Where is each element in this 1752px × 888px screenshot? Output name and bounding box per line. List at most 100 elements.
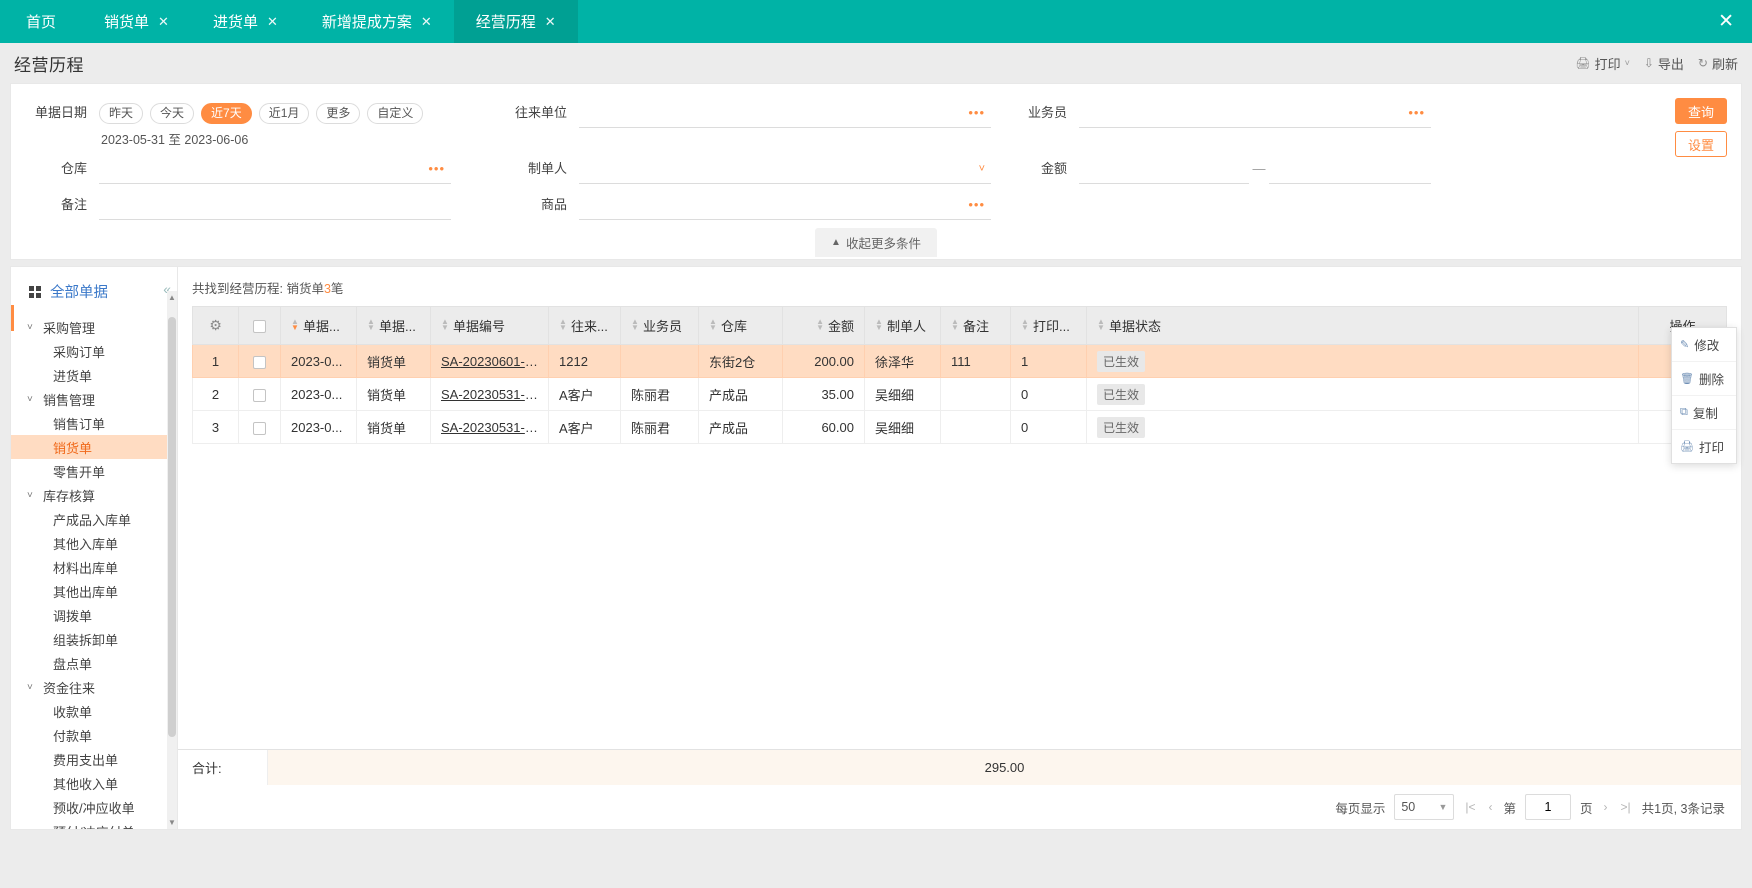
row-select-cell[interactable] (238, 377, 281, 411)
salesperson-input[interactable] (1079, 98, 1431, 127)
sidebar-item-other-income[interactable]: 其他收入单 (11, 771, 177, 795)
gear-icon[interactable]: ⚙ (209, 317, 222, 333)
scrollbar-thumb[interactable] (168, 317, 176, 737)
sidebar-item-stocktake[interactable]: 盘点单 (11, 651, 177, 675)
header-doc-date[interactable]: ▲ ▼ 单据... (280, 306, 357, 345)
sidebar-item-other-out[interactable]: 其他出库单 (11, 579, 177, 603)
cell-doc-number[interactable]: SA-20230531-011 (430, 410, 549, 444)
counterparty-more-icon[interactable]: ••• (968, 105, 985, 120)
table-row[interactable]: 3 2023-0... 销货单 SA-20230531-011 A客户 陈丽君 … (192, 410, 1727, 444)
sort-icon[interactable]: ▲ ▼ (441, 317, 449, 332)
select-all-checkbox[interactable] (253, 320, 266, 334)
chip-today[interactable]: 今天 (150, 102, 195, 124)
tab-close-icon[interactable]: ✕ (158, 14, 169, 29)
doc-number-link[interactable]: SA-20230601-001 (441, 353, 547, 369)
sidebar-node-inventory-accounting[interactable]: ˅ 库存核算 (11, 483, 177, 507)
export-button[interactable]: ⇩ 导出 (1644, 54, 1684, 73)
header-maker[interactable]: ▲ ▼ 制单人 (864, 306, 941, 345)
prev-page-icon[interactable]: ‹ (1488, 800, 1493, 814)
sort-icon[interactable]: ▲ ▼ (875, 317, 883, 332)
chip-last-7-days[interactable]: 近7天 (201, 102, 252, 124)
tab-business-history[interactable]: 经营历程 ✕ (453, 0, 578, 43)
maker-input[interactable] (579, 154, 991, 183)
per-page-select[interactable]: 50 ▼ (1394, 794, 1455, 820)
product-input[interactable] (579, 190, 991, 219)
refresh-button[interactable]: ↻ 刷新 (1698, 54, 1738, 73)
header-counterparty[interactable]: ▲ ▼ 往来... (548, 306, 621, 345)
sort-icon[interactable]: ▲ ▼ (559, 317, 567, 332)
sort-icon[interactable]: ▲ ▼ (951, 317, 959, 332)
amount-min-input[interactable] (1079, 154, 1249, 183)
print-button[interactable]: 🖨 打印 ˅ (1575, 54, 1630, 73)
row-checkbox[interactable] (253, 421, 266, 435)
query-button[interactable]: 查询 (1675, 98, 1727, 124)
context-menu-delete[interactable]: 🗑 删除 (1672, 361, 1736, 395)
sidebar-item-prepaid-payable[interactable]: 预付/冲应付单 (11, 819, 177, 830)
doc-number-link[interactable]: SA-20230531-012 (441, 386, 547, 402)
doc-number-link[interactable]: SA-20230531-011 (441, 419, 546, 435)
row-select-cell[interactable] (238, 410, 281, 444)
sort-icon[interactable]: ▲ ▼ (631, 317, 639, 332)
header-amount[interactable]: ▲ ▼ 金额 (782, 306, 865, 345)
tab-close-icon[interactable]: ✕ (420, 14, 432, 29)
sidebar-item-purchase-receipt[interactable]: 进货单 (11, 363, 177, 387)
context-menu-edit[interactable]: ✎ 修改 (1672, 328, 1736, 361)
context-menu-copy[interactable]: ⧉ 复制 (1672, 395, 1736, 429)
product-more-icon[interactable]: ••• (968, 197, 985, 212)
sidebar-item-sales-invoice[interactable]: 销货单 (11, 435, 177, 459)
chip-custom[interactable]: 自定义 (367, 102, 424, 124)
table-row[interactable]: 1 2023-0... 销货单 SA-20230601-001 1212 东街2… (192, 344, 1727, 378)
last-page-icon[interactable]: >| (1620, 800, 1631, 814)
row-checkbox[interactable] (253, 388, 266, 402)
row-checkbox[interactable] (253, 355, 266, 369)
remark-input[interactable] (99, 190, 451, 219)
sidebar-scrollbar[interactable]: ▲ ▼ (167, 291, 177, 829)
sidebar-node-sales-mgmt[interactable]: ˅ 销售管理 (11, 387, 177, 411)
context-menu-print[interactable]: 🖨 打印 (1672, 429, 1736, 463)
sort-icon[interactable]: ▲ ▼ (367, 317, 375, 332)
page-number-input[interactable] (1525, 794, 1571, 820)
close-all-tabs-icon[interactable]: ✕ (1718, 11, 1734, 32)
amount-max-input[interactable] (1269, 154, 1431, 183)
sidebar-item-expense[interactable]: 费用支出单 (11, 747, 177, 771)
warehouse-more-icon[interactable]: ••• (428, 161, 445, 176)
header-doc-status[interactable]: ▲ ▼ 单据状态 (1086, 306, 1639, 345)
sort-icon[interactable]: ▲ ▼ (1021, 317, 1029, 332)
sidebar-item-receipt[interactable]: 收款单 (11, 699, 177, 723)
cell-doc-number[interactable]: SA-20230531-012 (430, 377, 549, 411)
chip-last-month[interactable]: 近1月 (258, 102, 310, 124)
header-remark[interactable]: ▲ ▼ 备注 (940, 306, 1011, 345)
sidebar-item-transfer[interactable]: 调拨单 (11, 603, 177, 627)
header-salesperson[interactable]: ▲ ▼ 业务员 (620, 306, 699, 345)
header-warehouse[interactable]: ▲ ▼ 仓库 (698, 306, 783, 345)
next-page-icon[interactable]: › (1603, 800, 1608, 814)
sort-icon[interactable]: ▲ ▼ (709, 317, 717, 332)
row-select-cell[interactable] (238, 344, 281, 378)
sidebar-item-material-out[interactable]: 材料出库单 (11, 555, 177, 579)
table-row[interactable]: 2 2023-0... 销货单 SA-20230531-012 A客户 陈丽君 … (192, 377, 1727, 411)
sidebar-collapse-icon[interactable]: « (163, 281, 171, 297)
sort-icon[interactable]: ▲ ▼ (1097, 317, 1105, 332)
collapse-filters-button[interactable]: ▲ 收起更多条件 (815, 228, 937, 257)
tab-home[interactable]: 首页 (0, 0, 82, 43)
header-print-count[interactable]: ▲ ▼ 打印... (1010, 306, 1087, 345)
column-settings-header[interactable]: ⚙ (192, 306, 239, 345)
tab-purchase-order[interactable]: 进货单 ✕ (191, 0, 300, 43)
sidebar-item-purchase-order[interactable]: 采购订单 (11, 339, 177, 363)
sidebar-node-purchase-mgmt[interactable]: ˅ 采购管理 (11, 315, 177, 339)
scroll-down-icon[interactable]: ▼ (168, 818, 176, 827)
sidebar-item-payment[interactable]: 付款单 (11, 723, 177, 747)
sidebar-item-sales-order[interactable]: 销售订单 (11, 411, 177, 435)
settings-button[interactable]: 设置 (1675, 131, 1727, 157)
tab-close-icon[interactable]: ✕ (266, 14, 278, 29)
sidebar-item-other-in[interactable]: 其他入库单 (11, 531, 177, 555)
select-all-header[interactable] (238, 306, 281, 345)
chip-yesterday[interactable]: 昨天 (99, 102, 144, 124)
header-doc-type[interactable]: ▲ ▼ 单据... (356, 306, 431, 345)
sort-icon[interactable]: ▲ ▼ (816, 317, 824, 332)
warehouse-input[interactable] (99, 154, 451, 183)
tab-new-commission-plan[interactable]: 新增提成方案 ✕ (300, 0, 454, 43)
sidebar-item-assembly[interactable]: 组装拆卸单 (11, 627, 177, 651)
scroll-up-icon[interactable]: ▲ (168, 293, 176, 302)
sidebar-item-retail-invoice[interactable]: 零售开单 (11, 459, 177, 483)
